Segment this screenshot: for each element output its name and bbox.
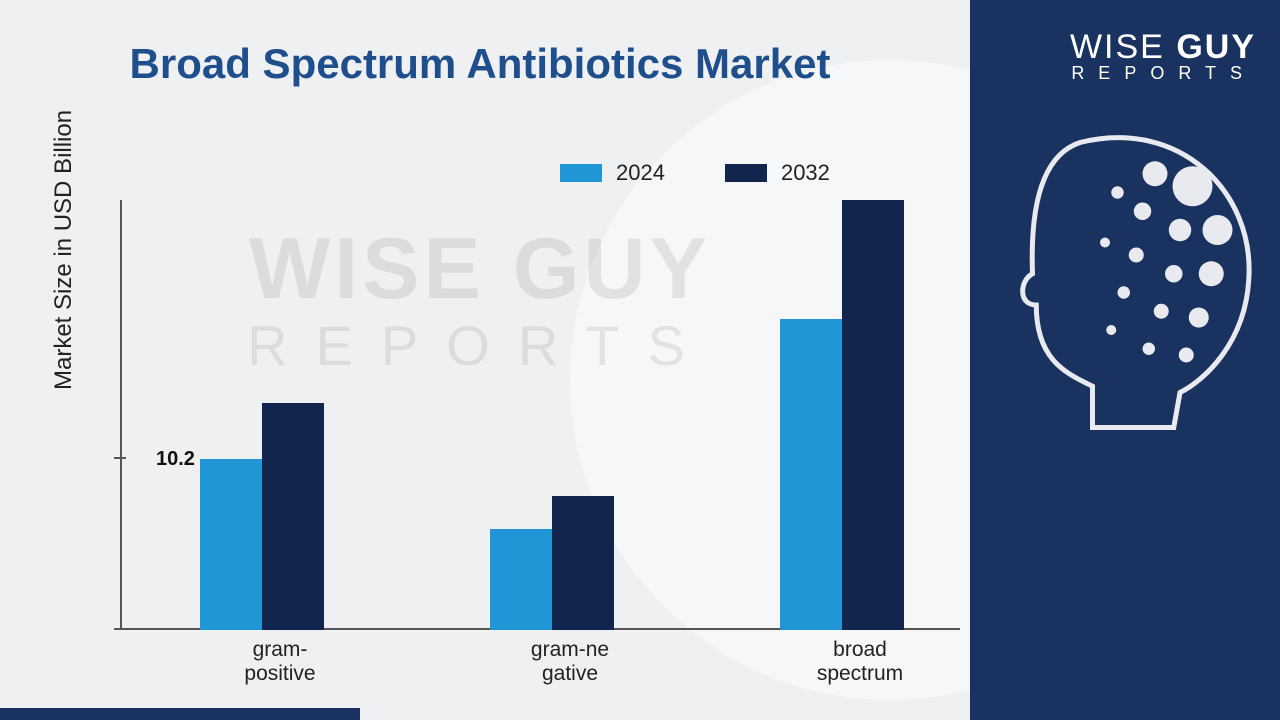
bar-gram-negative-2032 [552,496,614,630]
brand-logo: WISE GUY REPORTS [996,28,1256,84]
chart-canvas: Broad Spectrum Antibiotics Market WISE G… [0,0,1280,720]
y-axis [120,200,122,630]
value-label-gram-positive-2024: 10.2 [156,448,195,471]
bar-gram-negative-2024 [490,529,552,630]
legend-item-2024: 2024 [560,160,665,186]
legend-label-2024: 2024 [616,160,665,186]
y-axis-label: Market Size in USD Billion [50,110,78,390]
brand-line2: REPORTS [996,63,1256,84]
plot-area: 10.2 gram- positive gram-ne gative broad… [120,200,960,630]
bar-gram-positive-2024 [200,459,262,630]
legend-swatch-2024 [560,164,602,182]
legend: 2024 2032 [560,160,830,186]
brand-head-icon [1000,130,1260,430]
category-label-gram-negative: gram-ne gative [480,638,660,686]
bottom-accent-bar [0,708,360,720]
legend-item-2032: 2032 [725,160,830,186]
legend-label-2032: 2032 [781,160,830,186]
legend-swatch-2032 [725,164,767,182]
y-tick-0 [114,628,126,630]
brand-word-guy: GUY [1176,28,1256,66]
bar-gram-positive-2032 [262,403,324,630]
category-label-gram-positive: gram- positive [190,638,370,686]
y-tick-1 [114,457,126,459]
brand-line1: WISE GUY [996,28,1256,67]
chart-title: Broad Spectrum Antibiotics Market [0,40,960,88]
bar-broad-spectrum-2032 [842,200,904,630]
brand-word-wise: WISE [1070,28,1165,66]
category-label-broad-spectrum: broad spectrum [770,638,950,686]
bar-broad-spectrum-2024 [780,319,842,630]
